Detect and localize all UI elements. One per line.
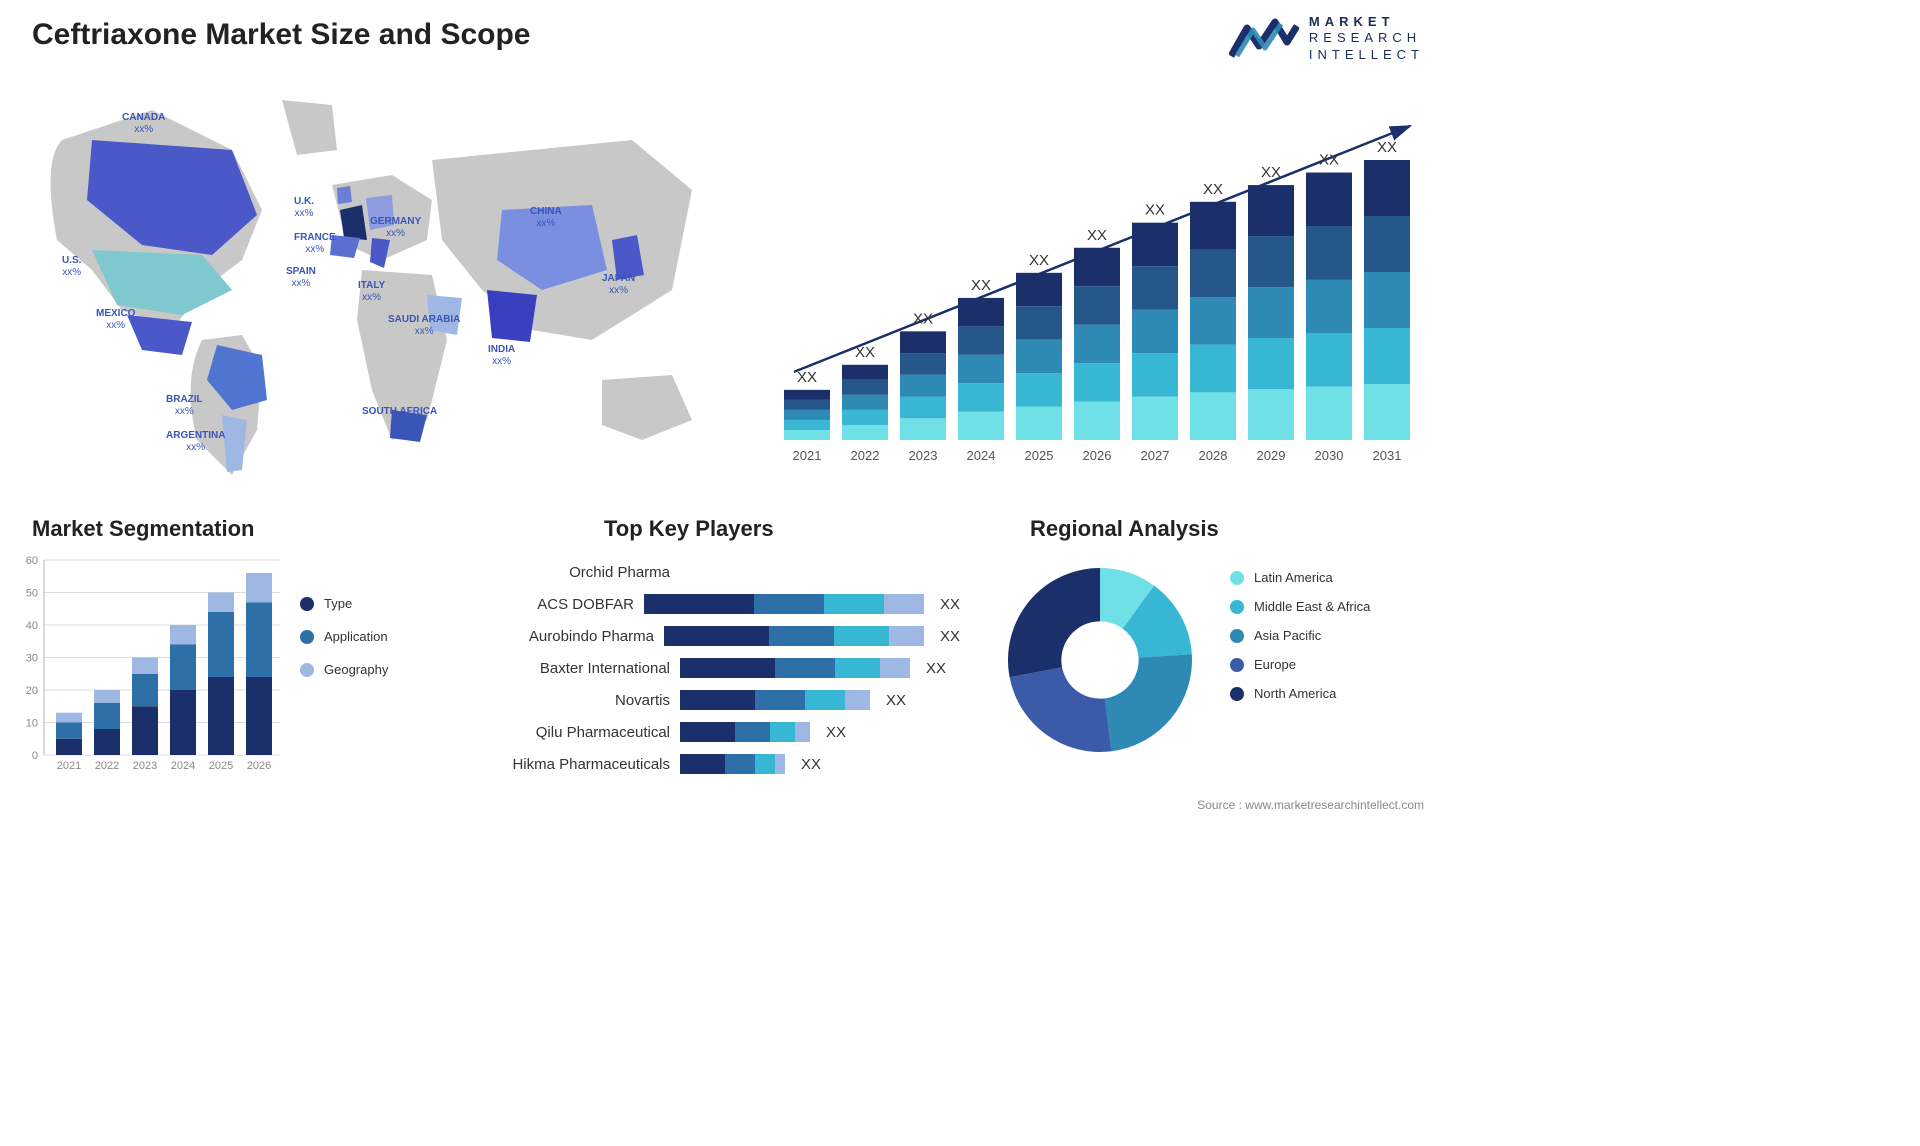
svg-text:2022: 2022	[95, 760, 119, 772]
regional-donut-chart	[1000, 560, 1200, 760]
svg-text:2027: 2027	[1141, 448, 1170, 463]
svg-text:0: 0	[32, 750, 38, 762]
legend-item: Middle East & Africa	[1230, 599, 1370, 614]
player-row: Baxter InternationalXX	[480, 652, 960, 684]
brand-logo: MARKET RESEARCH INTELLECT	[1229, 14, 1424, 63]
svg-text:XX: XX	[913, 310, 933, 327]
svg-text:50: 50	[26, 588, 38, 600]
svg-text:2023: 2023	[909, 448, 938, 463]
logo-line2: RESEARCH	[1309, 30, 1424, 46]
map-label: SAUDI ARABIAxx%	[388, 314, 460, 337]
map-label: CANADAxx%	[122, 112, 165, 135]
player-row: Qilu PharmaceuticalXX	[480, 716, 960, 748]
player-row: Orchid Pharma	[480, 556, 960, 588]
svg-text:XX: XX	[1377, 139, 1397, 156]
legend-item: Geography	[300, 662, 388, 677]
map-label: GERMANYxx%	[370, 216, 421, 239]
player-row: Aurobindo PharmaXX	[480, 620, 960, 652]
svg-text:2024: 2024	[967, 448, 996, 463]
logo-line1: MARKET	[1309, 14, 1424, 30]
map-label: CHINAxx%	[530, 206, 562, 229]
map-label: U.S.xx%	[62, 255, 81, 278]
svg-text:XX: XX	[971, 277, 991, 294]
regional-legend: Latin America Middle East & Africa Asia Pa…	[1230, 570, 1370, 715]
svg-text:60: 60	[26, 555, 38, 567]
map-label: U.K.xx%	[294, 196, 314, 219]
svg-text:XX: XX	[1029, 252, 1049, 269]
map-label: BRAZILxx%	[166, 394, 203, 417]
svg-text:2021: 2021	[57, 760, 81, 772]
segmentation-heading: Market Segmentation	[32, 516, 255, 542]
svg-text:40: 40	[26, 620, 38, 632]
svg-text:XX: XX	[855, 344, 875, 361]
map-label: FRANCExx%	[294, 232, 336, 255]
legend-item: Type	[300, 596, 388, 611]
svg-text:2025: 2025	[209, 760, 233, 772]
svg-text:2025: 2025	[1025, 448, 1054, 463]
legend-item: North America	[1230, 686, 1370, 701]
svg-text:XX: XX	[1319, 152, 1339, 169]
svg-text:10: 10	[26, 718, 38, 730]
forecast-bar-chart: XX 2021 XX 2022 XX 2023 XX 2024 XX 2025 XX 2026 XX 20…	[774, 100, 1424, 480]
legend-item: Europe	[1230, 657, 1370, 672]
svg-text:XX: XX	[1261, 164, 1281, 181]
logo-line3: INTELLECT	[1309, 47, 1424, 63]
segmentation-bar-chart: 0 10 20 30 40 50 60 2021 2022 2023 2024 2025 2026	[14, 550, 284, 780]
page-title: Ceftriaxone Market Size and Scope	[32, 18, 531, 52]
svg-text:XX: XX	[1203, 181, 1223, 198]
segmentation-svg: 0 10 20 30 40 50 60 2021 2022 2023 2024 2025 2026	[14, 550, 284, 780]
world-map: CANADAxx% U.S.xx% MEXICOxx% BRAZILxx% ARGENT…	[32, 80, 732, 480]
svg-text:30: 30	[26, 653, 38, 665]
svg-text:XX: XX	[797, 369, 817, 386]
svg-text:XX: XX	[1087, 227, 1107, 244]
regional-heading: Regional Analysis	[1030, 516, 1219, 542]
players-heading: Top Key Players	[604, 516, 774, 542]
map-label: INDIAxx%	[488, 344, 515, 367]
map-label: JAPANxx%	[602, 273, 635, 296]
svg-text:2031: 2031	[1373, 448, 1402, 463]
svg-text:2028: 2028	[1199, 448, 1228, 463]
svg-text:XX: XX	[1145, 202, 1165, 219]
source-text: Source : www.marketresearchintellect.com	[1197, 798, 1424, 812]
map-label: SPAINxx%	[286, 266, 316, 289]
forecast-svg: XX 2021 XX 2022 XX 2023 XX 2024 XX 2025 XX 2026 XX 20…	[774, 100, 1424, 480]
player-row: Hikma PharmaceuticalsXX	[480, 748, 960, 780]
svg-text:2029: 2029	[1257, 448, 1286, 463]
svg-text:2022: 2022	[851, 448, 880, 463]
svg-text:20: 20	[26, 685, 38, 697]
legend-item: Latin America	[1230, 570, 1370, 585]
svg-text:2024: 2024	[171, 760, 195, 772]
legend-item: Asia Pacific	[1230, 628, 1370, 643]
svg-text:2026: 2026	[247, 760, 271, 772]
svg-text:2030: 2030	[1315, 448, 1344, 463]
logo-mark-icon	[1229, 16, 1299, 60]
map-label: SOUTH AFRICAxx%	[362, 406, 437, 429]
svg-text:2021: 2021	[793, 448, 822, 463]
svg-text:2026: 2026	[1083, 448, 1112, 463]
segmentation-legend: Type Application Geography	[300, 596, 388, 695]
map-label: MEXICOxx%	[96, 308, 135, 331]
svg-text:2023: 2023	[133, 760, 157, 772]
player-row: ACS DOBFARXX	[480, 588, 960, 620]
player-row: NovartisXX	[480, 684, 960, 716]
legend-item: Application	[300, 629, 388, 644]
map-label: ITALYxx%	[358, 280, 385, 303]
donut-svg	[1000, 560, 1200, 760]
map-label: ARGENTINAxx%	[166, 430, 225, 453]
players-list: Orchid PharmaACS DOBFARXXAurobindo Pharm…	[480, 556, 960, 780]
